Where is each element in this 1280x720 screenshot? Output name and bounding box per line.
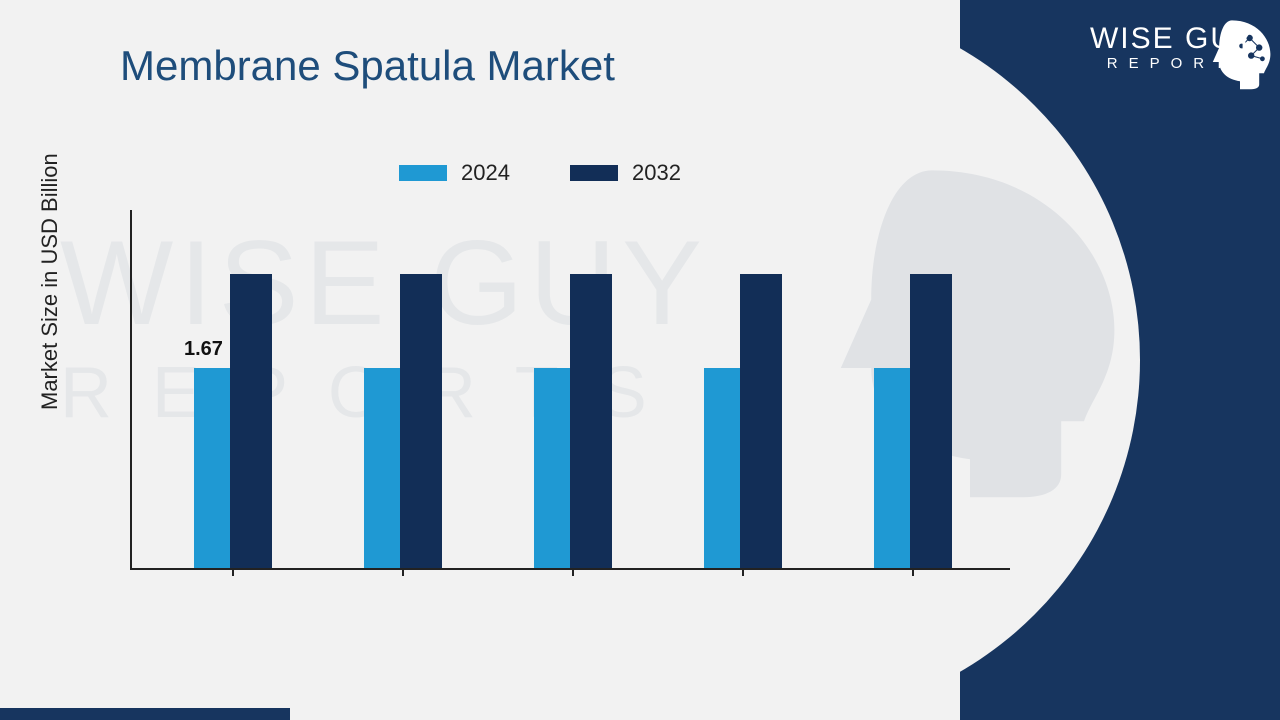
bar-value-label: 1.67 — [184, 338, 223, 361]
chart-title: Membrane Spatula Market — [120, 42, 615, 90]
bar-2032 — [230, 274, 272, 568]
legend-label-2032: 2032 — [632, 160, 681, 186]
legend: 2024 2032 — [60, 160, 1020, 186]
x-tick — [402, 568, 404, 576]
chart-area: 2024 2032 Market Size in USD Billion 1.6… — [60, 160, 1020, 660]
brand-line1: WISE GUY — [1090, 24, 1256, 54]
legend-item-2032: 2032 — [570, 160, 681, 186]
x-tick — [742, 568, 744, 576]
legend-swatch-2032 — [570, 165, 618, 181]
x-tick — [912, 568, 914, 576]
plot-area: 1.67 NORTHAMERICAEUROPESOUTHAMERICAASIAP… — [130, 210, 1010, 570]
x-tick — [232, 568, 234, 576]
bar-2032 — [910, 274, 952, 568]
y-axis-label: Market Size in USD Billion — [37, 153, 63, 410]
bar-2032 — [740, 274, 782, 568]
x-tick — [572, 568, 574, 576]
legend-item-2024: 2024 — [399, 160, 510, 186]
footer-accent-bar — [0, 708, 290, 720]
bar-2032 — [400, 274, 442, 568]
brand-logo: WISE GUY REPORTS — [1090, 24, 1256, 71]
bar-2032 — [570, 274, 612, 568]
legend-label-2024: 2024 — [461, 160, 510, 186]
brand-line2: REPORTS — [1090, 56, 1256, 71]
legend-swatch-2024 — [399, 165, 447, 181]
